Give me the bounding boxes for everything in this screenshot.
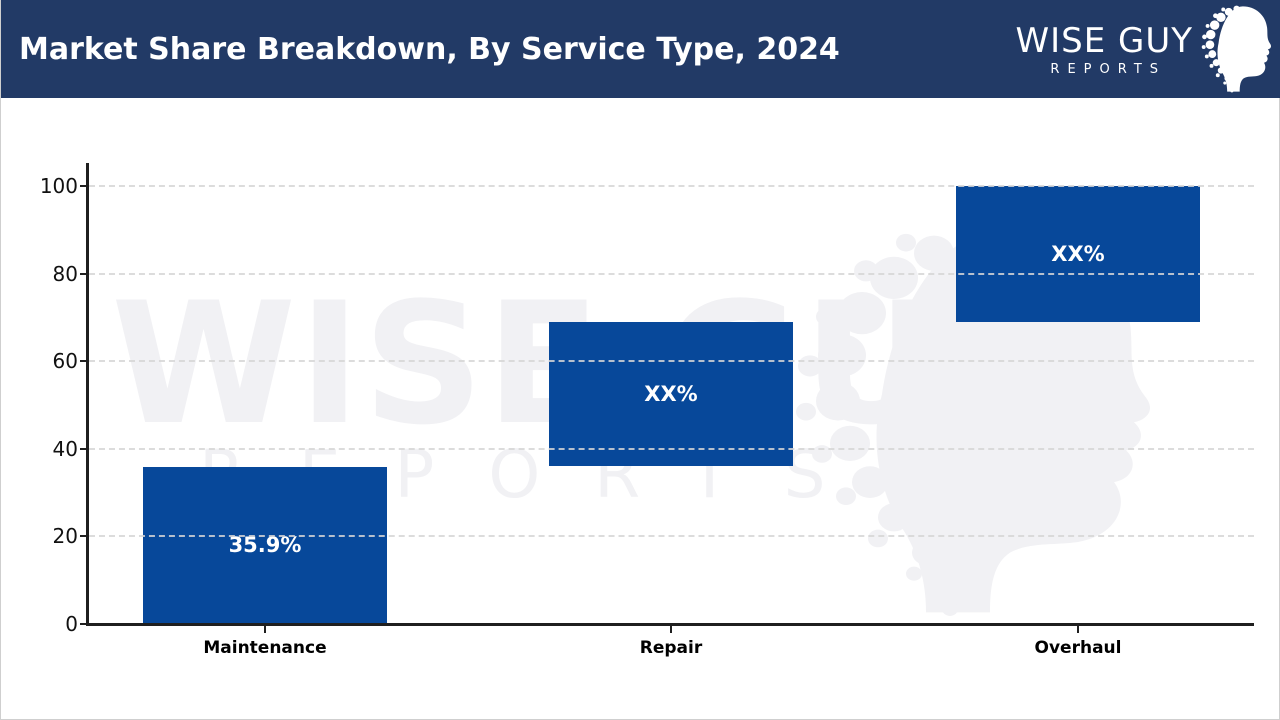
x-axis-label-overhaul: Overhaul	[1034, 638, 1122, 658]
logo-wordmark: WISE GUY	[1015, 21, 1193, 61]
x-tick-maintenance	[264, 625, 266, 633]
bar-value-label: XX%	[644, 382, 698, 407]
bar-maintenance: 35.9%	[143, 466, 387, 624]
x-tick-overhaul	[1077, 625, 1079, 633]
y-tick-label-80: 80	[52, 261, 78, 286]
x-axis-label-maintenance: Maintenance	[203, 638, 327, 658]
gridline-y-40	[89, 447, 1254, 450]
y-tick-0	[80, 623, 89, 625]
gridline-y-60	[89, 360, 1254, 363]
chart-title: Market Share Breakdown, By Service Type,…	[19, 32, 840, 67]
gridline-y-80	[89, 272, 1254, 275]
y-tick-100	[80, 185, 89, 187]
wiseguy-logo: WISE GUY REPORTS	[1015, 4, 1275, 94]
x-tick-repair	[670, 625, 672, 633]
y-tick-20	[80, 535, 89, 538]
header-bar: Market Share Breakdown, By Service Type,…	[1, 0, 1280, 98]
gridline-y-20	[89, 535, 1254, 538]
y-tick-label-100: 100	[39, 174, 78, 198]
bar-value-label: XX%	[1051, 241, 1105, 266]
logo-face-icon	[1201, 5, 1271, 93]
bar-repair: XX%	[549, 321, 793, 467]
y-tick-80	[80, 272, 89, 275]
y-tick-label-20: 20	[52, 524, 78, 549]
y-tick-label-0: 0	[65, 612, 78, 636]
gridline-y-100	[89, 185, 1254, 187]
y-tick-label-40: 40	[52, 436, 78, 461]
y-tick-60	[80, 360, 89, 363]
logo-text: WISE GUY REPORTS	[1015, 21, 1193, 77]
x-axis-label-repair: Repair	[639, 638, 703, 658]
y-axis-spine	[86, 163, 89, 626]
y-tick-label-60: 60	[52, 349, 78, 374]
bar-overhaul: XX%	[956, 186, 1200, 322]
y-tick-40	[80, 447, 89, 450]
logo-subtitle: REPORTS	[1050, 62, 1167, 77]
x-axis-spine	[86, 623, 1254, 626]
